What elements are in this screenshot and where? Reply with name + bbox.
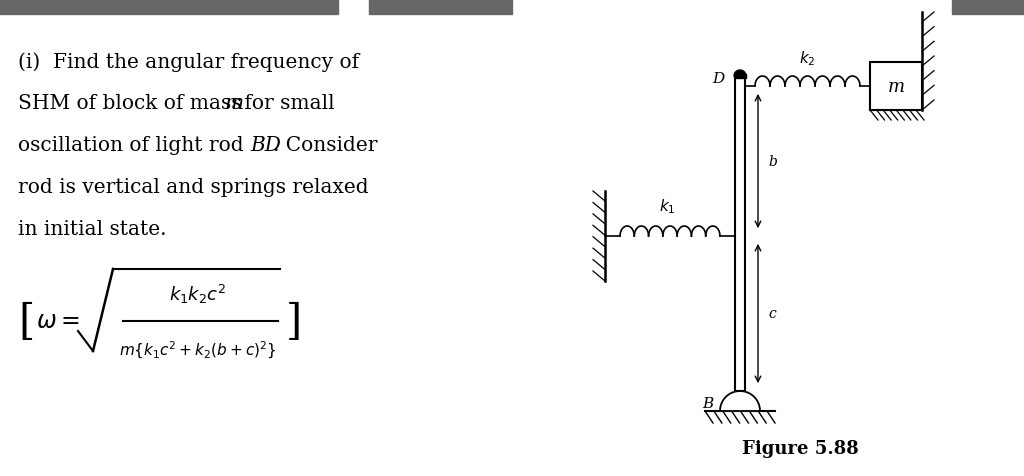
Polygon shape — [734, 71, 746, 77]
Bar — [952, 0, 1024, 15]
Text: $m\{k_1c^2+k_2(b+c)^2\}$: $m\{k_1c^2+k_2(b+c)^2\}$ — [119, 339, 276, 360]
Text: $k_1$: $k_1$ — [658, 197, 675, 216]
Text: SHM of block of mass: SHM of block of mass — [18, 94, 248, 113]
Bar — [369, 0, 512, 15]
Text: . Consider: . Consider — [273, 136, 378, 155]
Text: $\omega =$: $\omega =$ — [36, 310, 80, 333]
Bar — [0, 0, 338, 15]
Text: $k_2$: $k_2$ — [799, 50, 815, 68]
Text: for small: for small — [238, 94, 335, 113]
Text: oscillation of light rod: oscillation of light rod — [18, 136, 250, 155]
Text: [: [ — [18, 300, 34, 342]
Text: b: b — [768, 155, 777, 169]
Text: B: B — [702, 396, 714, 410]
Polygon shape — [720, 391, 760, 411]
Text: rod is vertical and springs relaxed: rod is vertical and springs relaxed — [18, 178, 369, 197]
Bar — [734, 75, 746, 79]
Text: (i)  Find the angular frequency of: (i) Find the angular frequency of — [18, 52, 359, 71]
Text: $k_1k_2c^2$: $k_1k_2c^2$ — [169, 282, 226, 305]
Bar — [870, 63, 922, 111]
Text: m: m — [888, 78, 904, 96]
Text: BD: BD — [250, 136, 281, 155]
Bar — [735, 77, 745, 391]
Text: ]: ] — [286, 300, 302, 342]
Text: D: D — [712, 72, 724, 86]
Text: c: c — [768, 307, 776, 321]
Text: in initial state.: in initial state. — [18, 219, 167, 238]
Text: m: m — [225, 94, 244, 113]
Text: Figure 5.88: Figure 5.88 — [741, 439, 858, 457]
